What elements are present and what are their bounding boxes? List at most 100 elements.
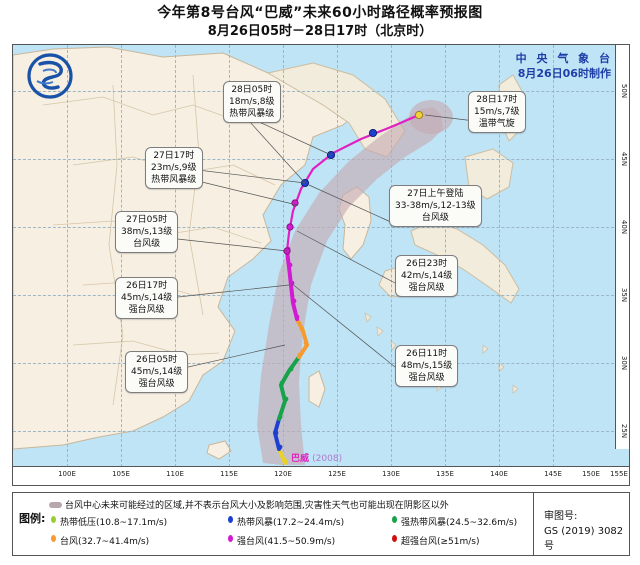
lat-tick: 45N <box>620 151 628 167</box>
annotation-grade: 台风级 <box>133 239 161 249</box>
gridline-horizontal <box>13 363 629 364</box>
map-canvas[interactable]: 巴威 (2008) 28日05时 18m/s,8级 热带风暴级 27日17时 2… <box>12 44 630 486</box>
annotation-time: 26日17时 <box>126 281 168 291</box>
annotation-26-05[interactable]: 26日05时 45m/s,14级 强台风级 <box>125 351 189 393</box>
annotation-wind: 45m/s,14级 <box>131 367 183 377</box>
gridline-vertical <box>553 45 554 467</box>
annotation-time: 26日11时 <box>406 349 448 359</box>
lat-tick: 30N <box>620 355 628 371</box>
lon-tick: 100E <box>58 470 76 478</box>
annotation-time: 26日23时 <box>406 259 448 269</box>
gridline-vertical <box>499 45 500 467</box>
annotation-time: 27日17时 <box>153 151 195 161</box>
legend-panel: 图例: 台风中心未来可能经过的区域,并不表示台风大小及影响范围,灾害性天气也可能… <box>12 492 630 556</box>
gridline-vertical <box>121 45 122 467</box>
annotation-grade: 强台风级 <box>138 379 175 389</box>
annotation-grade: 热带风暴级 <box>229 109 275 119</box>
legend-main: 图例: 台风中心未来可能经过的区域,并不表示台风大小及影响范围,灾害性天气也可能… <box>13 493 534 555</box>
page-title: 今年第8号台风“巴威”未来60小时路径概率预报图 8月26日05时－28日17时… <box>0 4 640 41</box>
lon-tick: 105E <box>112 470 130 478</box>
lon-tick: 145E <box>544 470 562 478</box>
annotation-wind: 15m/s,7级 <box>474 107 520 117</box>
legend-item-typhoon: 台风(32.7~41.4m/s) <box>60 537 150 547</box>
legend-item-severe-tropical-storm: 强热带风暴(24.5~32.6m/s) <box>401 518 518 528</box>
legend-dot-super-typhoon <box>392 535 397 542</box>
annotation-grade: 温带气旋 <box>478 119 515 129</box>
annotation-time: 28日05时 <box>231 85 273 95</box>
annotation-27-05[interactable]: 27日05时 38m/s,13级 台风级 <box>115 211 179 253</box>
annotation-wind: 48m/s,15级 <box>401 361 453 371</box>
agency-stamp: 中 央 气 象 台 8月26日06时制作 <box>516 51 613 81</box>
legend-dot-strong-typhoon <box>228 535 233 542</box>
annotation-wind: 38m/s,13级 <box>121 227 173 237</box>
lon-tick: 135E <box>436 470 454 478</box>
approval-label: 审图号: <box>544 511 578 522</box>
legend-item-tropical-depression: 热带低压(10.8~17.1m/s) <box>60 518 168 528</box>
annotation-grade: 强台风级 <box>408 373 445 383</box>
lat-tick: 50N <box>620 83 628 99</box>
latitude-axis: 50N 45N 40N 35N 30N 25N <box>615 45 629 449</box>
legend-dot-severe-tropical-storm <box>392 516 397 523</box>
lon-tick: 125E <box>328 470 346 478</box>
gridline-vertical <box>283 45 284 467</box>
lon-tick: 150E <box>582 470 600 478</box>
cma-dragon-logo-icon <box>23 51 79 103</box>
annotation-26-17[interactable]: 26日17时 45m/s,14级 强台风级 <box>115 277 179 319</box>
legend-dot-tropical-depression <box>51 516 56 523</box>
legend-item-tropical-storm: 热带风暴(17.2~24.4m/s) <box>237 518 345 528</box>
gridline-vertical <box>175 45 176 467</box>
legend-dot-typhoon <box>51 535 56 542</box>
annotation-26-23[interactable]: 26日23时 42m/s,14级 强台风级 <box>395 255 459 297</box>
annotation-28-17[interactable]: 28日17时 15m/s,7级 温带气旋 <box>468 91 526 133</box>
legend-note: 台风中心未来可能经过的区域,并不表示台风大小及影响范围,灾害性天气也可能出现在阴… <box>65 501 449 511</box>
agency-issued-time: 8月26日06时制作 <box>517 67 611 80</box>
storm-name-label: 巴威 (2008) <box>291 451 342 464</box>
lon-tick: 130E <box>382 470 400 478</box>
annotation-time: 28日17时 <box>476 95 518 105</box>
legend-dot-tropical-storm <box>228 516 233 523</box>
legend-title: 图例: <box>19 512 46 525</box>
annotation-wind: 18m/s,8级 <box>229 97 275 107</box>
gridline-horizontal <box>13 431 629 432</box>
gridline-vertical <box>67 45 68 467</box>
annotation-time: 26日05时 <box>136 355 178 365</box>
annotation-26-11[interactable]: 26日11时 48m/s,15级 强台风级 <box>395 345 459 387</box>
approval-number: GS (2019) 3082号 <box>544 526 624 552</box>
lon-tick: 115E <box>220 470 238 478</box>
lat-tick: 25N <box>620 423 628 439</box>
legend-item-strong-typhoon: 强台风(41.5~50.9m/s) <box>237 537 336 547</box>
annotation-grade: 台风级 <box>421 213 449 223</box>
gridline-horizontal <box>13 159 629 160</box>
lon-tick: 140E <box>490 470 508 478</box>
annotation-wind: 45m/s,14级 <box>121 293 173 303</box>
annotation-27-landfall[interactable]: 27日上午登陆 33-38m/s,12-13级 台风级 <box>389 185 482 227</box>
annotation-time: 27日上午登陆 <box>407 189 464 199</box>
gridline-vertical <box>337 45 338 467</box>
lat-tick: 40N <box>620 219 628 235</box>
annotation-27-17[interactable]: 27日17时 23m/s,9级 热带风暴级 <box>145 147 203 189</box>
storm-year-text: (2008) <box>312 454 343 464</box>
title-subtitle: 8月26日05时－28日17时（北京时） <box>207 24 433 39</box>
annotation-time: 27日05时 <box>126 215 168 225</box>
gridline-vertical <box>229 45 230 467</box>
annotation-grade: 强台风级 <box>408 283 445 293</box>
annotation-wind: 23m/s,9级 <box>151 163 197 173</box>
lon-tick: 120E <box>274 470 292 478</box>
gridline-horizontal <box>13 295 629 296</box>
gridline-horizontal <box>13 91 629 92</box>
lat-tick: 35N <box>620 287 628 303</box>
annotation-28-05[interactable]: 28日05时 18m/s,8级 热带风暴级 <box>223 81 281 123</box>
title-main: 今年第8号台风“巴威”未来60小时路径概率预报图 <box>157 5 483 21</box>
agency-name: 中 央 气 象 台 <box>515 52 613 65</box>
ocean-background <box>13 45 629 467</box>
annotation-grade: 热带风暴级 <box>151 175 197 185</box>
gridline-vertical <box>391 45 392 467</box>
gridline-horizontal <box>13 227 629 228</box>
approval-panel: 审图号: GS (2019) 3082号 <box>534 493 629 555</box>
cone-swatch-icon <box>49 502 62 508</box>
map-plot-area: 巴威 (2008) 28日05时 18m/s,8级 热带风暴级 27日17时 2… <box>13 45 629 467</box>
longitude-axis: 100E 105E 110E 115E 120E 125E 130E 135E … <box>13 466 629 485</box>
storm-name-text: 巴威 <box>291 454 310 464</box>
lon-tick: 155E <box>610 470 628 478</box>
